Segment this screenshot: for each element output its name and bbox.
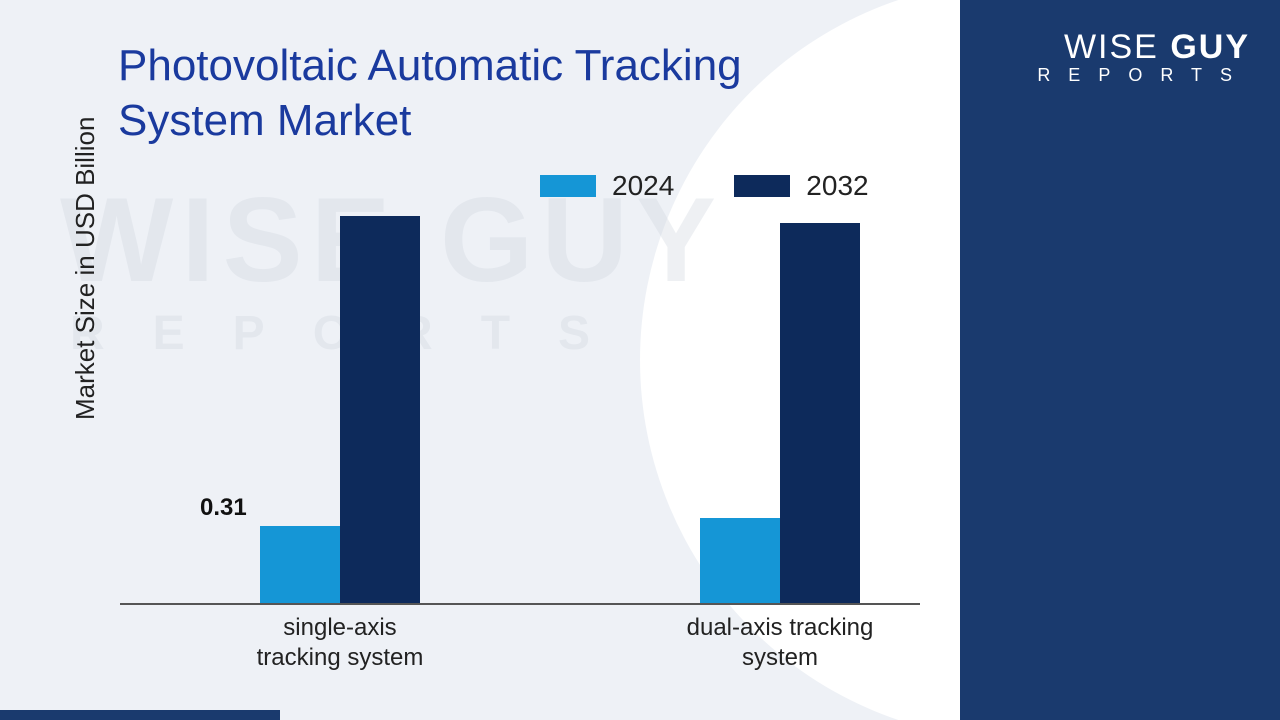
plot-area: 0.31single-axis tracking systemdual-axis… <box>120 205 920 605</box>
bar-2032 <box>340 216 420 604</box>
bar-2032 <box>780 223 860 603</box>
legend-label-2024: 2024 <box>612 170 674 202</box>
brand-line2: REPORTS <box>1037 65 1250 86</box>
brand-word-wise: WISE <box>1064 28 1159 66</box>
y-axis-label: Market Size in USD Billion <box>70 117 101 420</box>
x-axis-category-label: dual-axis tracking system <box>685 605 875 673</box>
bottom-accent-bar <box>0 710 280 720</box>
chart-title: Photovoltaic Automatic Tracking System M… <box>118 38 858 148</box>
legend-swatch-2024 <box>540 175 596 197</box>
brand-word-guy: GUY <box>1170 28 1250 66</box>
legend-label-2032: 2032 <box>806 170 868 202</box>
bar-group <box>700 223 860 603</box>
brand-line1: WISE GUY <box>1037 28 1250 67</box>
bar-2024 <box>700 518 780 603</box>
legend-swatch-2032 <box>734 175 790 197</box>
x-axis-category-label: single-axis tracking system <box>245 605 435 673</box>
chart-canvas: WISE GUY REPORTS WISE GUY REPORTS Photov… <box>0 0 1280 720</box>
bar-value-label: 0.31 <box>200 494 247 522</box>
legend-item-2032: 2032 <box>734 170 868 202</box>
legend-item-2024: 2024 <box>540 170 674 202</box>
brand-sidebar <box>960 0 1280 720</box>
legend: 2024 2032 <box>540 170 869 202</box>
brand-logo: WISE GUY REPORTS <box>1037 28 1250 86</box>
bar-group <box>260 216 420 604</box>
bar-2024 <box>260 526 340 604</box>
